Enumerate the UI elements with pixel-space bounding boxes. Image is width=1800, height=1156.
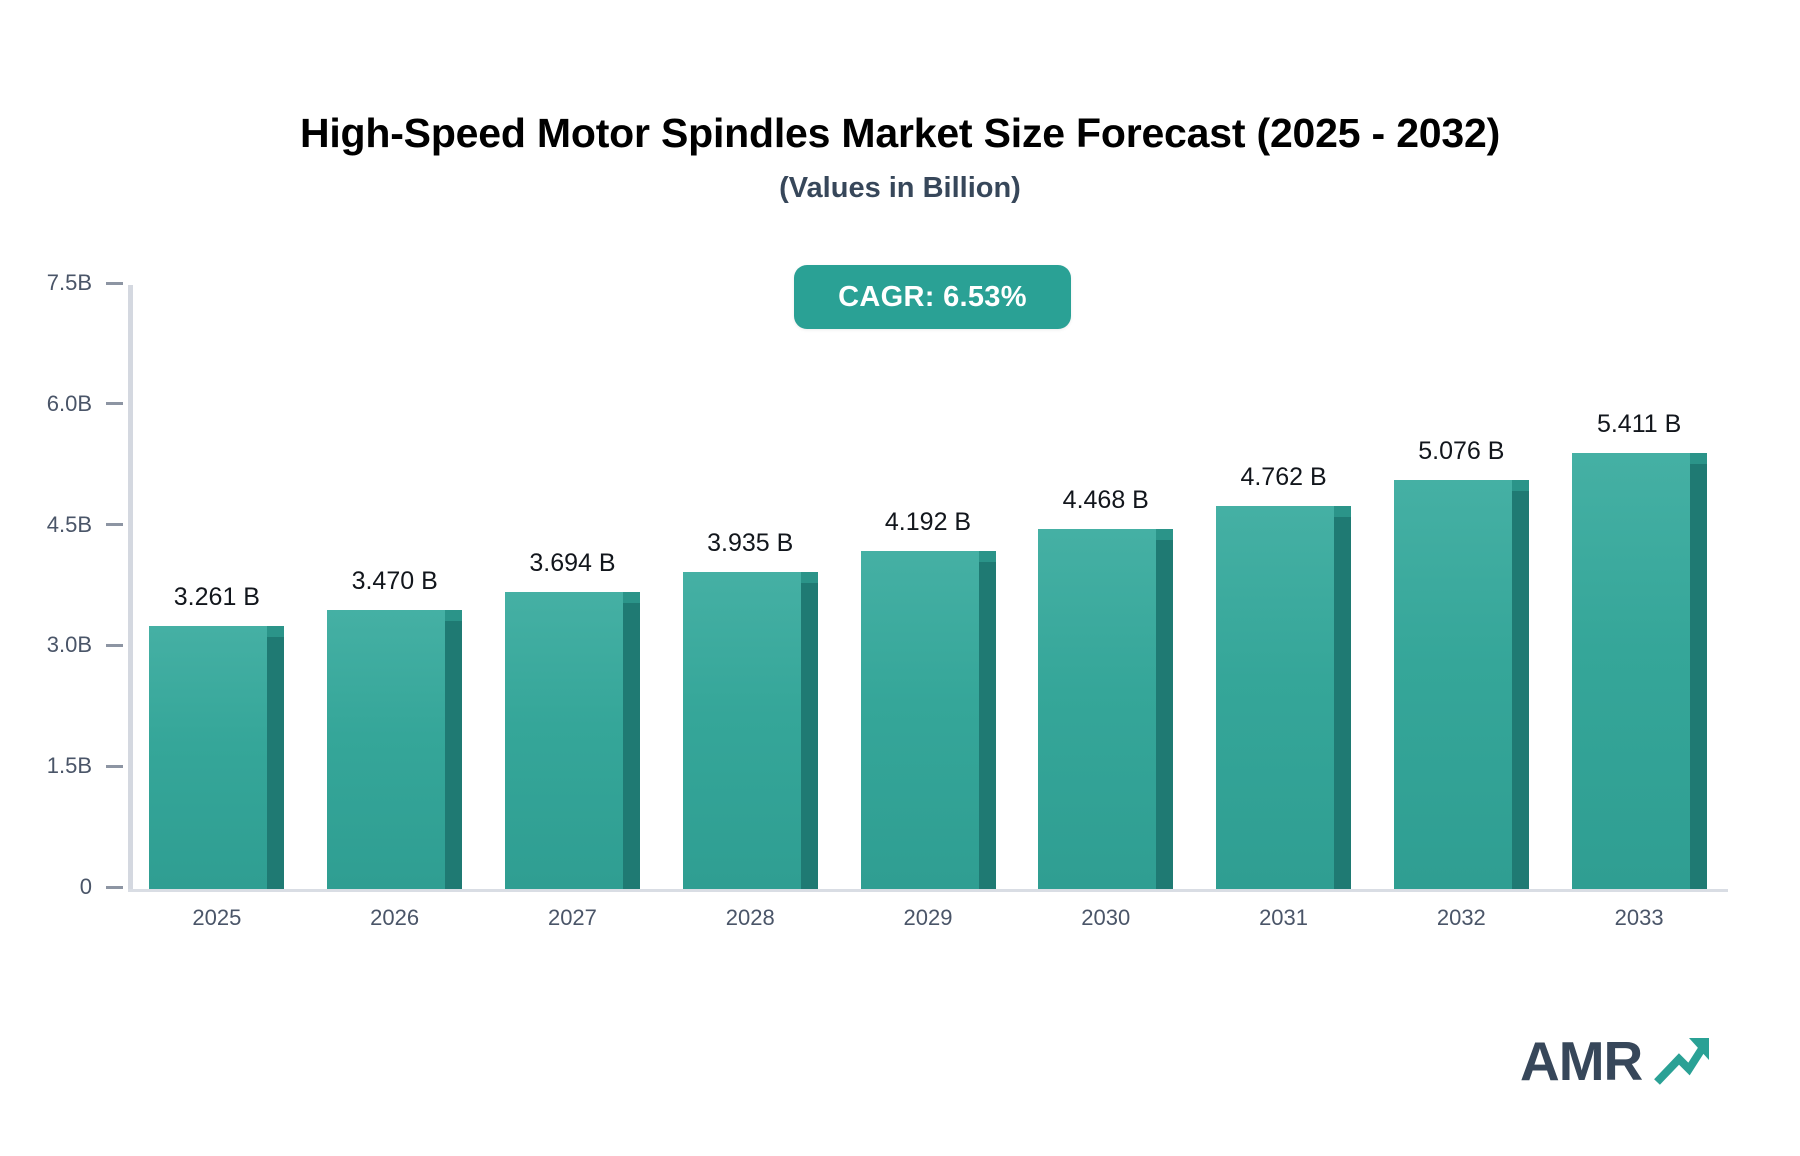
- bar-front-face: [1038, 529, 1157, 889]
- bar-top-face: [1156, 529, 1174, 541]
- y-axis-tick: 6.0B: [47, 391, 123, 417]
- amr-logo: AMR: [1520, 1030, 1710, 1100]
- bar[interactable]: 4.762 B: [1216, 463, 1352, 889]
- bar-side-face: [978, 562, 996, 889]
- y-axis-tick: 7.5B: [47, 270, 123, 296]
- x-axis-tick-label: 2028: [725, 905, 775, 930]
- bar-front-face: [327, 609, 446, 889]
- bar-side-face: [622, 602, 640, 889]
- bar-side-face: [1689, 464, 1707, 889]
- bar[interactable]: 4.192 B: [860, 508, 996, 889]
- bar-side-face: [1156, 540, 1174, 889]
- y-axis-tick: 1.5B: [47, 753, 123, 779]
- x-axis-tick-label: 2033: [1614, 905, 1664, 930]
- y-axis-tick-mark: [106, 281, 123, 285]
- bar-value-label: 3.470 B: [351, 566, 438, 595]
- x-axis-tick-label: 2025: [192, 905, 242, 930]
- bar-front-face: [1216, 505, 1335, 889]
- x-axis-tick-label: 2026: [370, 905, 420, 930]
- x-axis-tick-label: 2030: [1081, 905, 1131, 930]
- bar-top-face: [800, 572, 818, 584]
- bar[interactable]: 3.470 B: [327, 567, 463, 889]
- y-axis-line: [128, 285, 133, 892]
- bar-front-face: [1393, 480, 1512, 889]
- y-axis-tick-label: 7.5B: [46, 270, 92, 295]
- bar-top-face: [1689, 453, 1707, 465]
- x-axis-tick-label: 2029: [903, 905, 953, 930]
- bar-front-face: [1571, 453, 1690, 889]
- bar-series: 3.261 B 3.470 B 3.694 B 3.935 B 4.192 B 4.468…: [128, 285, 1728, 892]
- bar-top-face: [445, 609, 463, 621]
- bar-value-label: 4.192 B: [884, 508, 972, 537]
- y-axis-tick-mark: [106, 523, 123, 527]
- y-axis-tick-label: 6.0B: [46, 390, 92, 416]
- y-axis-tick: 0: [80, 874, 123, 900]
- y-axis-tick-label: 4.5B: [46, 511, 92, 537]
- cagr-badge: CAGR: 6.53%: [794, 265, 1071, 329]
- bar[interactable]: 4.468 B: [1038, 486, 1174, 889]
- bar[interactable]: 3.694 B: [504, 549, 640, 889]
- bar-value-label: 4.468 B: [1062, 486, 1149, 515]
- bar-top-face: [267, 626, 285, 638]
- x-axis-tick-label: 2032: [1436, 905, 1486, 930]
- bar-front-face: [860, 551, 979, 889]
- y-axis-tick-label: 1.5B: [46, 753, 92, 779]
- bar[interactable]: 5.076 B: [1393, 437, 1529, 889]
- y-axis-tick-label: 3.0B: [46, 632, 92, 658]
- page-title: High-Speed Motor Spindles Market Size Fo…: [299, 110, 1501, 156]
- bar-side-face: [267, 637, 285, 889]
- x-axis-line: [128, 889, 1728, 892]
- bar-value-label: 3.261 B: [173, 583, 260, 612]
- bar-front-face: [682, 572, 801, 889]
- bar-side-face: [800, 583, 818, 889]
- bar-value-label: 3.694 B: [529, 548, 616, 577]
- y-axis-tick-label: 0: [79, 874, 92, 899]
- logo-text: AMR: [1520, 1030, 1643, 1092]
- bar[interactable]: 3.261 B: [149, 583, 285, 889]
- bar-top-face: [978, 551, 996, 563]
- bar-side-face: [1511, 491, 1529, 889]
- plot-area: 0 1.5B 3.0B 4.5B 6.0B 7.5B 3.261 B 3.470 B 3.69…: [47, 270, 1728, 930]
- y-axis-tick: 4.5B: [47, 512, 123, 538]
- bar-front-face: [504, 591, 623, 889]
- bar-side-face: [1334, 516, 1352, 889]
- bar-top-face: [1511, 480, 1529, 492]
- bar-value-label: 4.762 B: [1240, 462, 1327, 491]
- y-axis-tick-mark: [106, 764, 123, 768]
- bar-front-face: [149, 626, 268, 889]
- bar-value-label: 5.411 B: [1596, 410, 1682, 439]
- bar-top-face: [622, 591, 640, 603]
- bar[interactable]: 3.935 B: [682, 529, 818, 889]
- y-axis-tick-mark: [106, 885, 123, 889]
- bar[interactable]: 5.411 B: [1571, 410, 1707, 889]
- chart-subtitle: (Values in Billion): [779, 172, 1021, 204]
- cagr-badge-label: CAGR: 6.53%: [838, 280, 1027, 313]
- bar-top-face: [1334, 505, 1352, 517]
- x-axis-tick-label: 2027: [547, 905, 597, 930]
- y-axis-tick: 3.0B: [47, 632, 123, 658]
- bar-value-label: 5.076 B: [1418, 437, 1505, 466]
- bar-value-label: 3.935 B: [707, 529, 794, 558]
- y-axis-tick-mark: [106, 643, 123, 647]
- bar-side-face: [445, 620, 463, 889]
- y-axis-tick-mark: [106, 402, 123, 406]
- x-axis-tick-label: 2031: [1259, 905, 1309, 930]
- growth-arrow-icon: [1653, 1032, 1711, 1095]
